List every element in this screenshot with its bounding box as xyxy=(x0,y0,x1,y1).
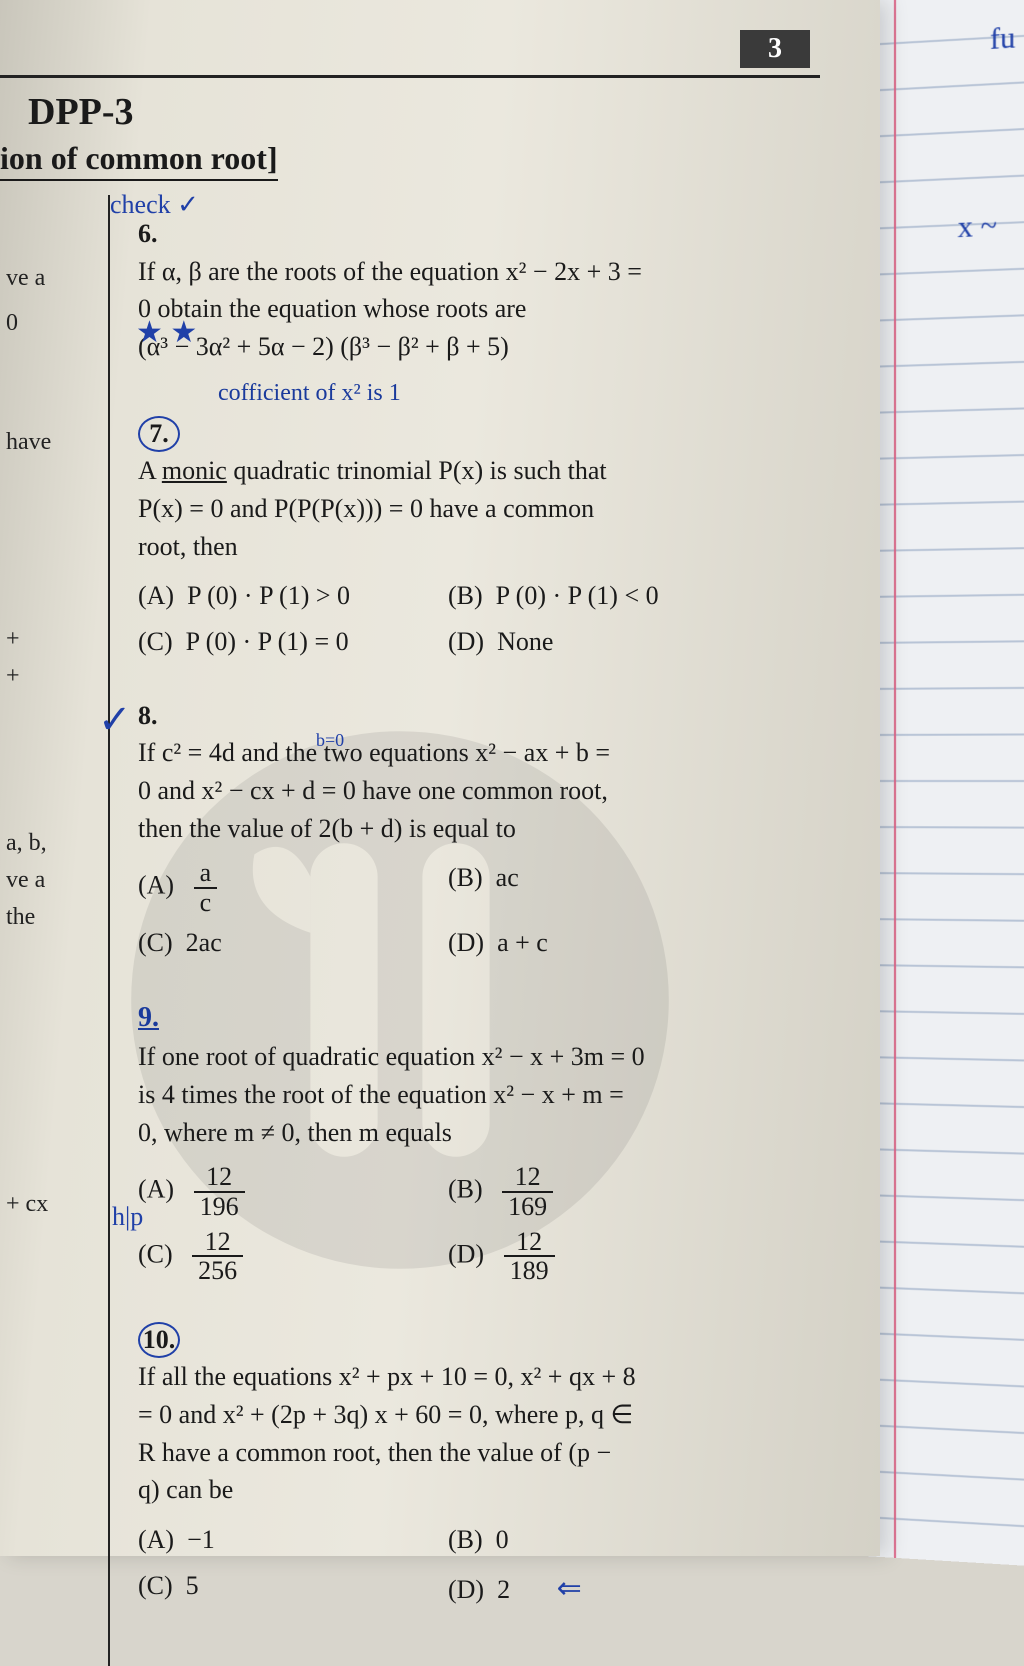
option-c: (C) P (0) · P (1) = 0 xyxy=(138,619,448,665)
content-area: ve a 0 have + + a, b, ve a the + cx 6. I… xyxy=(0,195,850,1666)
question-text: 0 and x² − cx + d = 0 have one common ro… xyxy=(138,776,608,805)
page-title: DPP-3 xyxy=(28,90,850,134)
question-number: 7. xyxy=(138,415,184,453)
question-text: If all the equations x² + px + 10 = 0, x… xyxy=(138,1362,636,1391)
options-group: (A) P (0) · P (1) > 0 (B) P (0) · P (1) … xyxy=(138,573,758,664)
question-7: 7. A monic quadratic trinomial P(x) is s… xyxy=(138,415,810,665)
margin-fragment: ve a xyxy=(6,265,102,292)
pen-arrow-icon: ⇐ xyxy=(557,1572,582,1605)
option-d: (D) 12189 xyxy=(448,1224,758,1289)
notebook-background: fu x ~ xyxy=(864,0,1024,1566)
handwriting-top-right: fu xyxy=(990,21,1015,57)
question-text: q) can be xyxy=(138,1475,233,1504)
question-10: 10. If all the equations x² + px + 10 = … xyxy=(138,1321,810,1615)
worksheet-page: 3 DPP-3 ion of common root] check ✓ ve a… xyxy=(0,0,880,1556)
margin-fragment: the xyxy=(6,904,102,931)
handwriting-star: ★ ★ xyxy=(136,311,197,355)
option-c: (C) 12256 xyxy=(138,1224,448,1289)
page-subtitle: ion of common root] xyxy=(0,140,278,181)
question-body: A monic quadratic trinomial P(x) is such… xyxy=(138,452,758,664)
question-text: If α, β are the roots of the equation x²… xyxy=(138,257,642,286)
question-text: If c² = 4d and the two equations x² − ax… xyxy=(138,738,610,767)
top-rule xyxy=(0,75,820,78)
question-number: 8. xyxy=(138,697,184,735)
question-text: is 4 times the root of the equation x² −… xyxy=(138,1080,624,1109)
page-number-tab: 3 xyxy=(740,30,810,68)
question-number: 6. xyxy=(138,215,184,253)
handwriting-coeff-note: cofficient of x² is 1 xyxy=(218,376,810,411)
option-a: (A) P (0) · P (1) > 0 xyxy=(138,573,448,619)
question-8: 8. If c² = 4d and the two equations x² −… xyxy=(138,697,810,966)
margin-fragment: 0 xyxy=(6,310,102,337)
option-d: (D) 2 ⇐ xyxy=(448,1563,758,1615)
question-text: A monic quadratic trinomial P(x) is such… xyxy=(138,456,607,485)
question-body: If c² = 4d and the two equations x² − ax… xyxy=(138,734,758,965)
option-d: (D) a + c xyxy=(448,920,758,966)
options-group: (A) ac (B) ac (C) 2ac (D) a + c xyxy=(138,855,758,965)
question-text: 0, where m ≠ 0, then m equals xyxy=(138,1118,452,1147)
question-body: If α, β are the roots of the equation x²… xyxy=(138,253,758,366)
questions-column: 6. If α, β are the roots of the equation… xyxy=(110,195,850,1666)
question-body: If one root of quadratic equation x² − x… xyxy=(138,1038,758,1288)
handwriting-hp: h|p xyxy=(112,1198,143,1236)
circled-number: 10. xyxy=(138,1322,180,1358)
options-group: (A) −1 (B) 0 (C) 5 (D) 2 ⇐ xyxy=(138,1517,758,1614)
handwriting-b-zero: b=0 xyxy=(316,727,344,753)
question-body: If all the equations x² + px + 10 = 0, x… xyxy=(138,1358,758,1614)
question-text: If one root of quadratic equation x² − x… xyxy=(138,1042,645,1071)
question-text: R have a common root, then the value of … xyxy=(138,1438,611,1467)
question-text: then the value of 2(b + d) is equal to xyxy=(138,814,516,843)
pen-tick-icon: ✓ xyxy=(98,691,132,749)
option-a: (A) ac xyxy=(138,855,448,920)
margin-fragment: + cx xyxy=(6,1191,102,1218)
margin-fragment: + xyxy=(6,626,102,653)
question-number: 9. xyxy=(138,998,184,1039)
options-group: (A) 12196 (B) 12169 (C) 12256 (D) 12189 xyxy=(138,1159,758,1288)
option-c: (C) 5 xyxy=(138,1563,448,1615)
question-number: 10. xyxy=(138,1321,184,1359)
option-b: (B) P (0) · P (1) < 0 xyxy=(448,573,758,619)
question-text: P(x) = 0 and P(P(P(x))) = 0 have a commo… xyxy=(138,494,594,523)
question-9: 9. If one root of quadratic equation x² … xyxy=(138,998,810,1289)
margin-fragment: ve a xyxy=(6,867,102,894)
margin-fragment: a, b, xyxy=(6,830,102,857)
option-b: (B) 12169 xyxy=(448,1159,758,1224)
question-text: root, then xyxy=(138,532,238,561)
circled-number: 7. xyxy=(138,416,180,452)
option-c: (C) 2ac xyxy=(138,920,448,966)
option-a: (A) 12196 xyxy=(138,1159,448,1224)
option-b: (B) ac xyxy=(448,855,758,920)
margin-fragment: have xyxy=(6,429,102,456)
option-d: (D) None xyxy=(448,619,758,665)
margin-fragment: + xyxy=(6,663,102,690)
left-margin-column: ve a 0 have + + a, b, ve a the + cx xyxy=(0,195,110,1666)
question-text: = 0 and x² + (2p + 3q) x + 60 = 0, where… xyxy=(138,1400,633,1429)
question-6: 6. If α, β are the roots of the equation… xyxy=(138,215,810,366)
handwriting-xn: x ~ xyxy=(958,209,997,245)
